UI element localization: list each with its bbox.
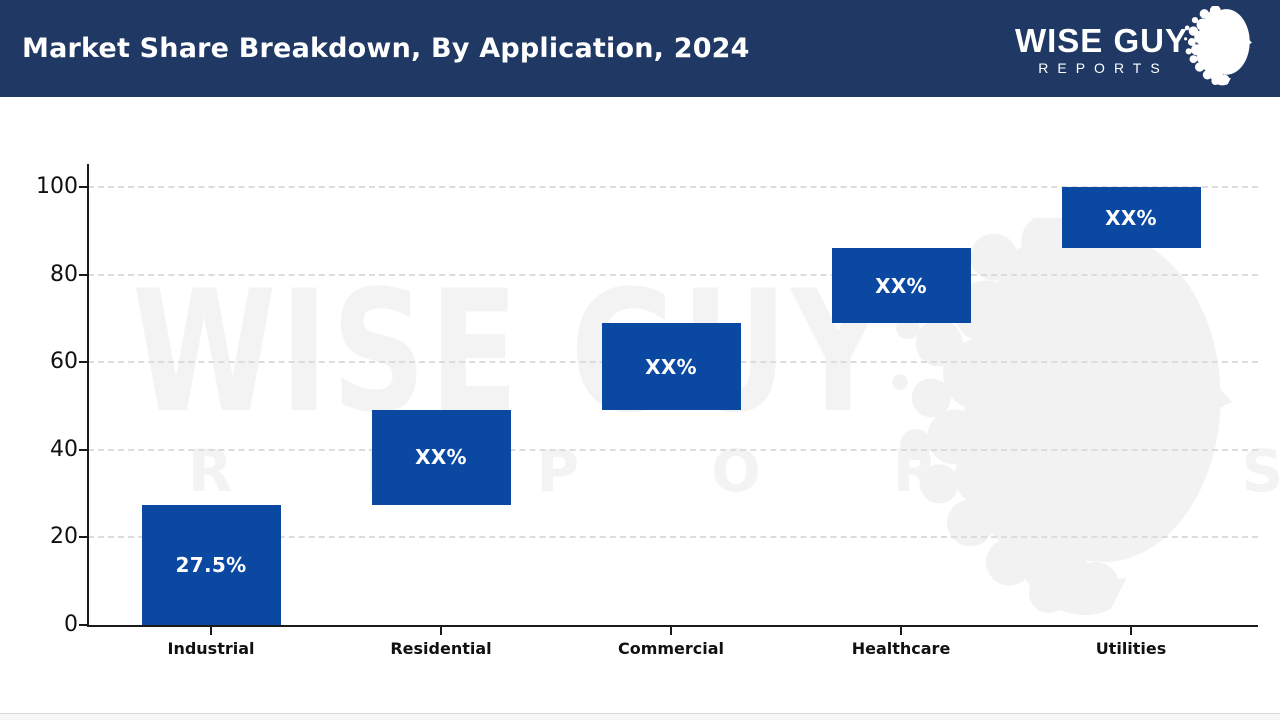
y-tick-label-100: 100	[36, 174, 78, 199]
gridline-80	[88, 273, 1258, 276]
y-tick-label-40: 40	[50, 436, 78, 462]
bar-utilities: XX%	[1061, 187, 1201, 249]
x-axis-line	[87, 625, 1258, 627]
y-tick-40	[79, 448, 87, 451]
x-label-healthcare: Healthcare	[851, 639, 951, 658]
x-tick-industrial	[210, 627, 212, 635]
x-label-industrial: Industrial	[167, 639, 255, 658]
bar-residential: XX%	[371, 410, 511, 505]
brand-logo: WISE GUY REPORTS	[1015, 4, 1266, 94]
gridline-20	[88, 536, 1258, 539]
x-tick-residential	[440, 627, 442, 635]
gridline-100	[88, 186, 1258, 188]
gridline-40	[88, 448, 1258, 451]
y-axis-line	[87, 164, 89, 627]
bar-commercial: XX%	[601, 322, 741, 411]
bar-value-label-industrial: 27.5%	[175, 552, 247, 577]
brand-name: WISE GUY	[1014, 21, 1188, 59]
brand-subname: REPORTS	[1038, 59, 1169, 76]
header-bar: Market Share Breakdown, By Application, …	[0, 0, 1280, 97]
y-tick-100	[79, 186, 87, 188]
logo-face-icon	[1184, 6, 1253, 86]
watermark-face-icon	[892, 218, 1233, 616]
page-title: Market Share Breakdown, By Application, …	[22, 33, 750, 64]
y-tick-label-60: 60	[50, 349, 78, 375]
bar-value-label-commercial: XX%	[645, 354, 697, 379]
x-tick-utilities	[1130, 627, 1132, 635]
x-tick-commercial	[670, 627, 672, 635]
x-label-utilities: Utilities	[1095, 639, 1167, 658]
y-tick-label-20: 20	[50, 524, 78, 550]
footer-divider	[0, 713, 1280, 720]
x-label-commercial: Commercial	[617, 639, 725, 658]
y-tick-80	[79, 273, 87, 276]
bar-value-label-residential: XX%	[415, 445, 467, 470]
bar-value-label-utilities: XX%	[1105, 205, 1157, 230]
y-tick-0	[79, 624, 87, 626]
watermark-text: WISE GUY	[132, 254, 889, 450]
y-tick-label-80: 80	[50, 261, 78, 287]
brand-text: WISE GUY REPORTS	[1014, 21, 1188, 76]
y-tick-20	[79, 536, 87, 539]
bar-industrial: 27.5%	[141, 504, 281, 625]
x-tick-healthcare	[900, 627, 902, 635]
y-tick-label-0: 0	[64, 612, 78, 637]
x-label-residential: Residential	[390, 639, 492, 658]
bar-healthcare: XX%	[831, 248, 971, 323]
bar-value-label-healthcare: XX%	[875, 273, 927, 298]
y-tick-60	[79, 361, 87, 364]
